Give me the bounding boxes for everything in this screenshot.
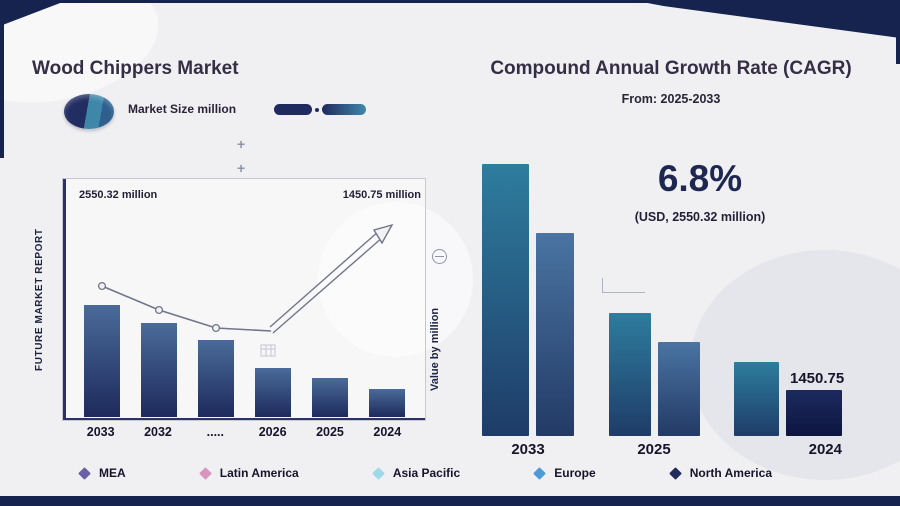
legend-pill-gradient (322, 104, 366, 115)
legend-item-north-america: North America (668, 466, 772, 480)
left-chart-bar-2026 (254, 368, 291, 417)
plus-decoration: + (237, 136, 246, 152)
left-chart-x-label: 2025 (316, 425, 344, 439)
left-chart-bar-2025 (311, 378, 348, 417)
legend-pill-dot (315, 108, 319, 112)
right-axis-label: Value by million (429, 307, 441, 391)
left-axis-label: FUTURE MARKET REPORT (34, 228, 45, 372)
left-chart-bars (73, 267, 415, 417)
legend-diamond-icon (668, 466, 682, 480)
left-chart-x-label: 2024 (373, 425, 402, 439)
arrow-head (372, 223, 394, 245)
background-blob (690, 250, 900, 480)
circle-minus-icon (432, 249, 447, 264)
legend-diamond-icon (371, 466, 385, 480)
legend-item-label: MEA (99, 466, 126, 480)
left-chart-start-value: 2550.32 million (79, 189, 158, 201)
legend-diamond-icon (78, 466, 91, 480)
right-chart-bar-2024-market-value-b (786, 390, 842, 436)
left-chart-x-label: ..... (206, 425, 224, 439)
pie-chart-icon (64, 94, 114, 129)
legend-item-label: Latin America (219, 466, 299, 480)
legend-item-label: Asia Pacific (392, 466, 461, 480)
frame-bottom-bar (0, 496, 900, 506)
legend-item-europe: Europe (533, 466, 596, 480)
step-line-decoration (602, 278, 645, 293)
plus-decoration: + (237, 160, 246, 176)
left-chart-x-label: 2033 (86, 425, 115, 439)
left-chart-x-labels: 2033 2032..... 2026 2025 2024 (62, 425, 426, 439)
left-chart-end-value: 1450.75 million (342, 189, 421, 201)
left-chart-bar-2032 (140, 323, 177, 417)
left-chart-bar-..... (197, 340, 234, 417)
market-size-legend-label: Market Size million (128, 102, 237, 116)
left-chart-top-labels: 2550.32 million 1450.75 million (63, 179, 425, 201)
bar-value-annotation: 1450.75 (790, 370, 845, 387)
right-chart-bar-2033-market-value-b (536, 233, 574, 436)
legend-item-latin-america: Latin America (198, 466, 299, 480)
right-chart-group-2025: 2025 (608, 313, 700, 460)
right-chart-bar-2024-market-value-a (734, 362, 779, 436)
right-chart-x-label: 2024 (808, 441, 842, 458)
frame-corner-top-right (632, 0, 900, 38)
left-chart-x-label: 2032 (144, 425, 172, 439)
right-chart-group-2033: 2033 (482, 164, 574, 460)
region-legend: MEA Latin America Asia Pacific Europe North … (78, 466, 772, 480)
right-chart-title: Compound Annual Growth Rate (CAGR) (490, 58, 852, 79)
right-chart-subtitle: From: 2025-2033 (621, 92, 721, 106)
legend-item-label: Europe (554, 466, 596, 480)
left-chart-bar-2024 (368, 389, 405, 417)
cagr-detail: (USD, 2550.32 million) (634, 210, 766, 224)
frame-left-strip (0, 0, 4, 158)
legend-pill-navy (274, 104, 312, 115)
legend-diamond-icon (198, 466, 212, 480)
right-chart-bar-pair (608, 313, 700, 436)
right-chart-group-2024: 2024 (734, 362, 842, 460)
left-chart-title: Wood Chippers Market (32, 58, 239, 79)
legend-item-asia-pacific: Asia Pacific (371, 466, 461, 480)
right-chart-bar-pair (482, 164, 574, 436)
right-chart-bar-pair (734, 362, 842, 436)
frame-right-strip (896, 0, 900, 64)
right-chart-x-label: 2033 (511, 441, 545, 458)
right-chart-bar-2025-market-value-a (608, 313, 651, 436)
left-bar-chart: 2550.32 million 1450.75 million (62, 178, 426, 421)
cagr-value: 6.8% (657, 158, 743, 199)
right-chart-groups: 2033 2025 2024 (482, 160, 842, 460)
legend-diamond-icon (533, 466, 547, 480)
left-chart-x-label: 2026 (258, 425, 287, 439)
right-chart-bar-2033-market-value-a (482, 164, 529, 436)
right-chart-x-label: 2025 (637, 441, 671, 458)
frame-top-bar (0, 0, 900, 3)
right-chart-bar-2025-market-value-b (657, 342, 700, 436)
legend-item-mea: MEA (78, 466, 126, 480)
legend-item-label: North America (689, 466, 772, 480)
left-chart-bar-2033 (83, 305, 120, 417)
